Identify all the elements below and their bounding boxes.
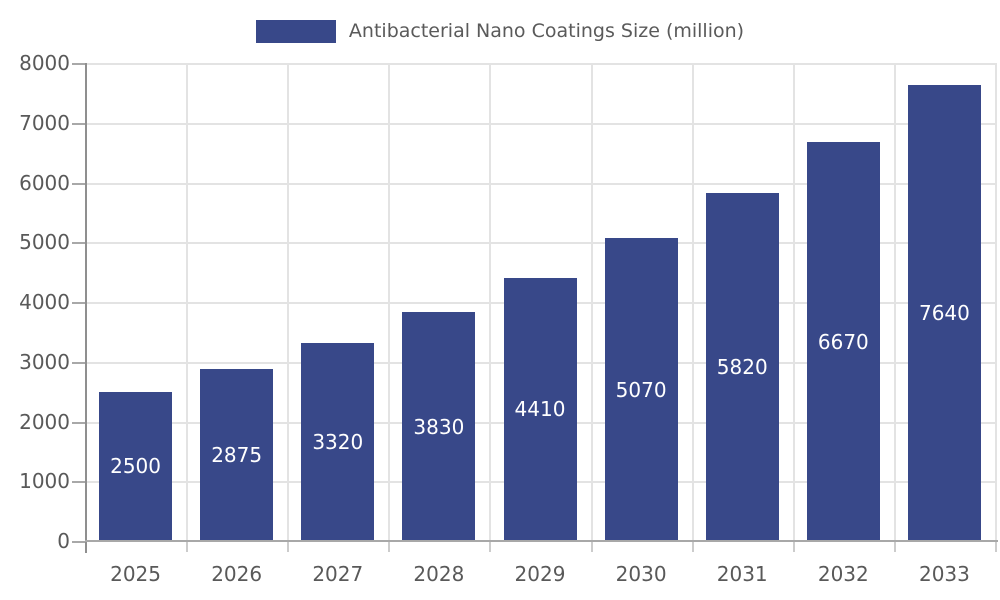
bar-value-label: 5820 <box>716 355 768 380</box>
gridline-horizontal <box>85 182 995 185</box>
bar-value-label: 2875 <box>211 443 263 468</box>
x-tick-label: 2031 <box>716 562 768 586</box>
y-axis-tick <box>72 182 85 185</box>
x-tick-label: 2026 <box>211 562 263 586</box>
x-axis-tick <box>287 541 290 552</box>
y-axis-tick <box>72 302 85 304</box>
bar-2026: 2875 <box>200 369 274 541</box>
y-tick-label: 7000 <box>19 110 70 135</box>
bar-value-label: 7640 <box>918 300 970 325</box>
bar-value-label: 5070 <box>615 377 667 402</box>
y-axis-tick <box>72 63 85 65</box>
x-tick-label: 2032 <box>817 562 869 586</box>
gridline-vertical <box>489 63 492 541</box>
bar-2031: 5820 <box>705 193 779 541</box>
legend-item[interactable]: Antibacterial Nano Coatings Size (millio… <box>0 13 1000 49</box>
bar-2033: 7640 <box>907 84 981 541</box>
x-axis-tick <box>186 541 189 552</box>
bar-2025: 2500 <box>99 391 173 541</box>
gridline-vertical <box>893 63 896 541</box>
bar-value-label: 4410 <box>514 397 566 422</box>
x-axis-line <box>85 540 998 542</box>
x-tick-label: 2028 <box>413 562 465 586</box>
y-axis-tick <box>72 122 85 125</box>
legend-swatch <box>255 19 336 43</box>
y-tick-label: 0 <box>57 529 70 553</box>
bar-2029: 4410 <box>503 277 577 541</box>
y-axis-line <box>85 63 87 553</box>
y-axis-tick <box>72 361 85 364</box>
gridline-horizontal <box>85 242 995 245</box>
x-axis-tick <box>590 541 593 552</box>
bar-2032: 6670 <box>806 142 880 541</box>
x-axis-tick <box>792 541 795 552</box>
y-tick-label: 8000 <box>19 51 70 75</box>
x-tick-label: 2030 <box>615 562 667 586</box>
plot-area: 2500 2875 3320 3830 4410 5070 5820 6670 7640 <box>85 63 997 541</box>
bar-2030: 5070 <box>604 238 678 541</box>
gridline-vertical <box>186 63 189 541</box>
x-tick-label: 2029 <box>514 562 566 586</box>
x-axis-tick <box>489 541 492 552</box>
x-tick-label: 2027 <box>312 562 364 586</box>
y-tick-label: 4000 <box>19 290 70 314</box>
y-axis-tick <box>72 242 85 245</box>
gridline-vertical <box>388 63 391 541</box>
y-tick-label: 5000 <box>19 230 70 255</box>
legend-label: Antibacterial Nano Coatings Size (millio… <box>348 20 745 42</box>
bar-value-label: 3320 <box>312 429 364 454</box>
gridline-vertical <box>287 63 290 541</box>
y-tick-label: 3000 <box>19 349 70 374</box>
y-tick-label: 2000 <box>19 409 70 434</box>
x-tick-label: 2033 <box>918 562 970 586</box>
bar-2028: 3830 <box>402 312 476 541</box>
bar-value-label: 2500 <box>110 454 161 479</box>
gridline-vertical <box>691 63 694 541</box>
x-axis-tick <box>893 541 896 552</box>
y-tick-label: 6000 <box>19 170 70 195</box>
y-tick-label: 1000 <box>19 469 70 494</box>
bar-2027: 3320 <box>301 342 375 541</box>
bar-value-label: 3830 <box>413 414 465 439</box>
gridline-horizontal <box>85 63 995 65</box>
gridline-vertical <box>590 63 593 541</box>
bar-value-label: 6670 <box>817 329 869 354</box>
y-axis-tick <box>72 421 85 424</box>
gridline-vertical <box>792 63 795 541</box>
x-tick-label: 2025 <box>110 562 161 586</box>
y-axis-tick <box>72 541 85 543</box>
x-axis-tick <box>691 541 694 552</box>
x-axis-tick <box>995 541 997 552</box>
gridline-horizontal <box>85 122 995 125</box>
y-axis-tick <box>72 481 85 484</box>
x-axis-tick <box>388 541 391 552</box>
gridline-vertical <box>995 63 997 541</box>
